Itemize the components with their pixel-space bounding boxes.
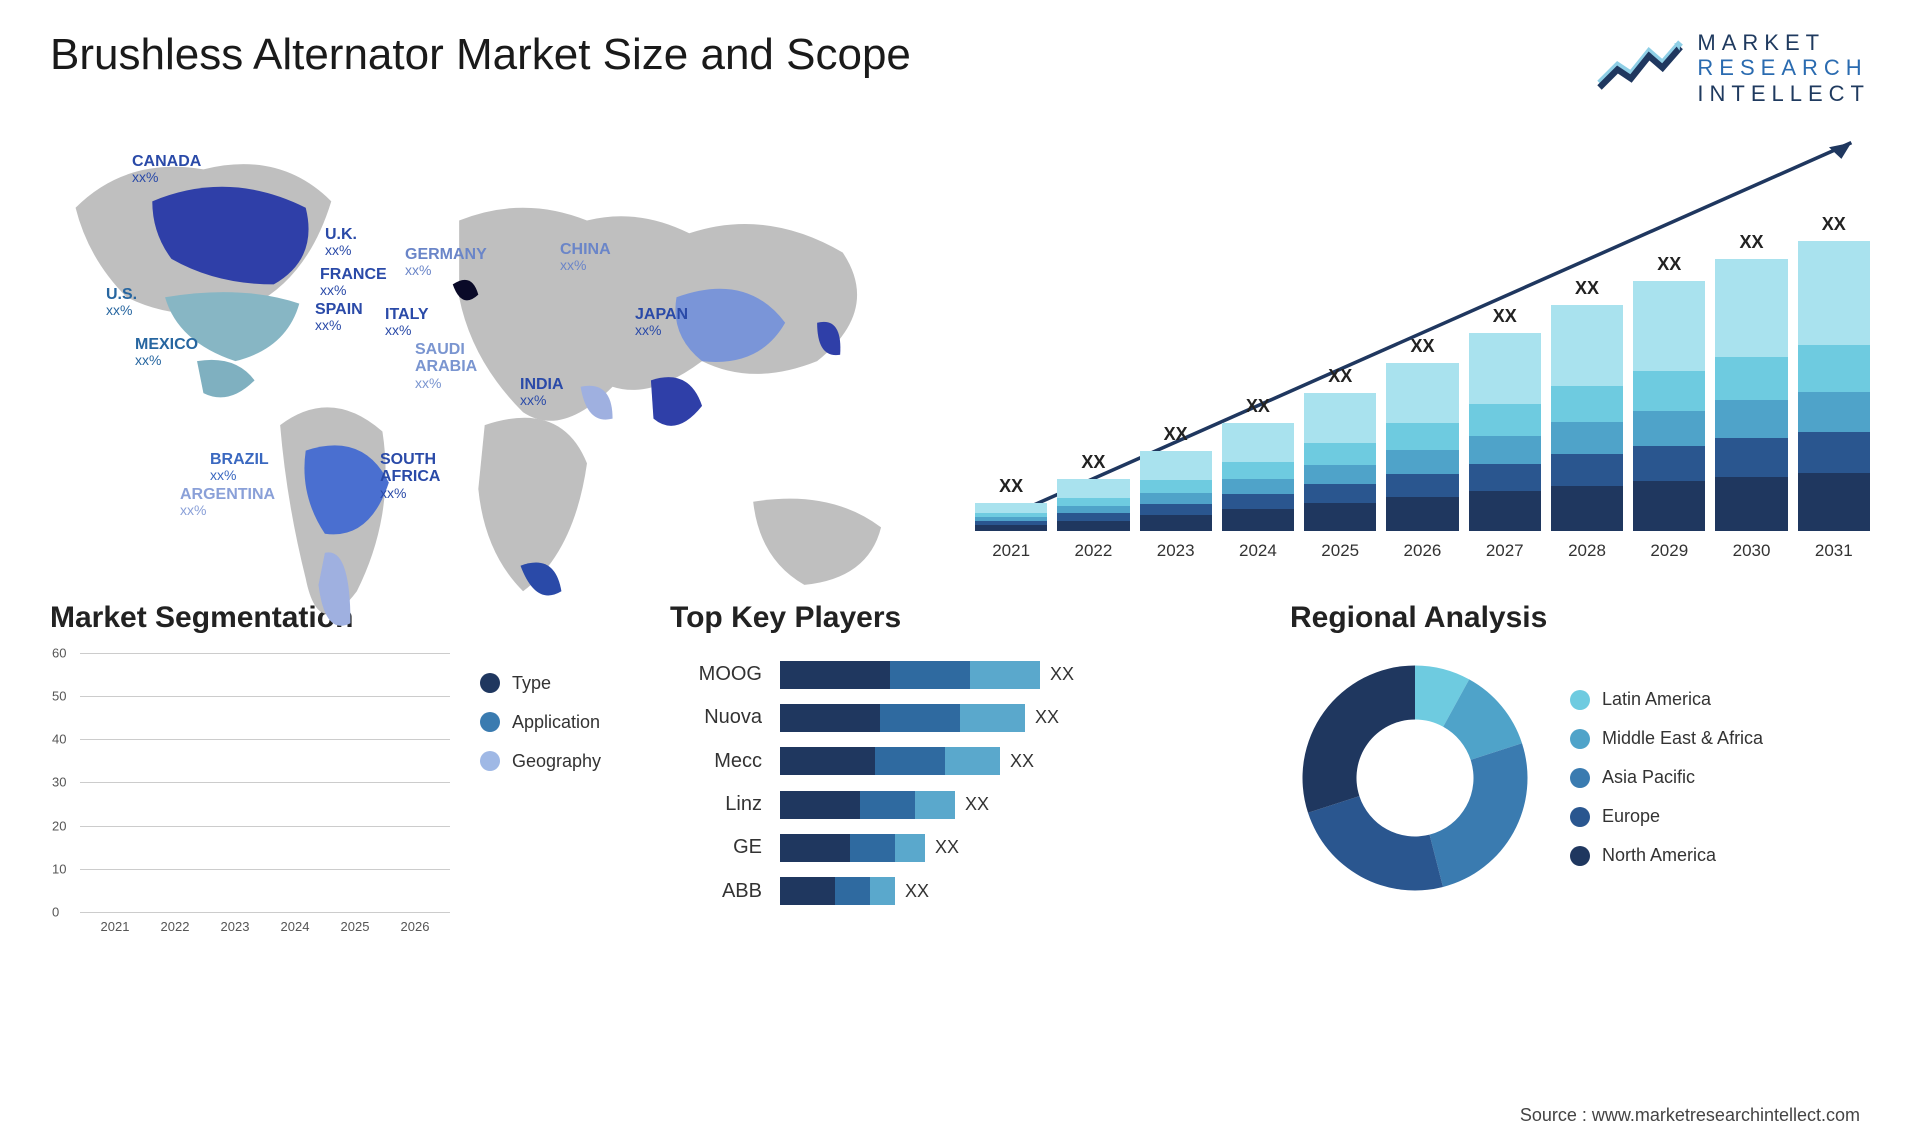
player-label: Mecc xyxy=(670,750,762,773)
growth-bar: XX xyxy=(1057,479,1129,531)
player-label: ABB xyxy=(670,880,762,903)
source-attribution: Source : www.marketresearchintellect.com xyxy=(1520,1105,1860,1126)
donut-slice xyxy=(1308,796,1443,890)
map-country-label: FRANCExx% xyxy=(320,266,387,299)
growth-bar: XX xyxy=(1715,259,1787,531)
map-country-label: CHINAxx% xyxy=(560,241,611,274)
map-country-label: JAPANxx% xyxy=(635,306,688,339)
regional-title: Regional Analysis xyxy=(1290,601,1870,635)
player-bar-row: XX xyxy=(780,791,1250,819)
map-country-label: U.S.xx% xyxy=(106,286,137,319)
growth-bar: XX xyxy=(1633,281,1705,531)
logo-text: MARKET RESEARCH INTELLECT xyxy=(1697,30,1870,106)
player-bar-row: XX xyxy=(780,747,1250,775)
player-label: Nuova xyxy=(670,706,762,729)
growth-bar: XX xyxy=(1222,423,1294,531)
legend-item: North America xyxy=(1570,845,1763,866)
map-country-label: ITALYxx% xyxy=(385,306,429,339)
segmentation-chart: 202120222023202420252026 0102030405060 xyxy=(80,653,450,913)
map-country-label: INDIAxx% xyxy=(520,376,564,409)
growth-bar: XX xyxy=(1386,363,1458,531)
donut-slice xyxy=(1430,743,1528,887)
legend-item: Latin America xyxy=(1570,689,1763,710)
growth-bar-chart: XXXXXXXXXXXXXXXXXXXXXX 20212022202320242… xyxy=(975,131,1870,561)
segmentation-legend: Type Application Geography xyxy=(450,653,630,913)
regional-donut-chart xyxy=(1290,653,1540,903)
growth-bar: XX xyxy=(1798,241,1870,531)
growth-bar: XX xyxy=(1551,305,1623,531)
map-country-label: SPAINxx% xyxy=(315,301,363,334)
legend-item: Middle East & Africa xyxy=(1570,728,1763,749)
map-country-label: ARGENTINAxx% xyxy=(180,486,275,519)
legend-item: Europe xyxy=(1570,806,1763,827)
regional-legend: Latin America Middle East & Africa Asia Pa… xyxy=(1570,689,1763,866)
map-country-label: U.K.xx% xyxy=(325,226,357,259)
brand-logo: MARKET RESEARCH INTELLECT xyxy=(1595,30,1870,106)
growth-bar: XX xyxy=(1140,451,1212,531)
map-country-label: GERMANYxx% xyxy=(405,246,487,279)
world-map-panel: CANADAxx% U.S.xx% MEXICOxx% BRAZILxx%ARGENT… xyxy=(50,131,945,561)
player-label: Linz xyxy=(670,793,762,816)
player-bar-row: XX xyxy=(780,834,1250,862)
map-country-label: MEXICOxx% xyxy=(135,336,198,369)
growth-bar: XX xyxy=(975,503,1047,531)
player-label: GE xyxy=(670,836,762,859)
page-title: Brushless Alternator Market Size and Sco… xyxy=(50,30,911,80)
player-bar-row: XX xyxy=(780,877,1250,905)
world-map-icon xyxy=(50,131,945,681)
legend-item: Type xyxy=(480,673,630,694)
growth-bar: XX xyxy=(1469,333,1541,531)
player-bar-row: XX xyxy=(780,704,1250,732)
map-country-label: SAUDIARABIAxx% xyxy=(415,341,477,392)
donut-slice xyxy=(1303,665,1416,812)
regional-panel: Regional Analysis Latin America Middle Ea… xyxy=(1290,601,1870,913)
players-chart: MOOGNuovaMeccLinzGEABB XXXXXXXXXXXX xyxy=(670,653,1250,913)
growth-bar: XX xyxy=(1304,393,1376,531)
legend-item: Asia Pacific xyxy=(1570,767,1763,788)
legend-item: Application xyxy=(480,712,630,733)
map-country-label: SOUTHAFRICAxx% xyxy=(380,451,440,502)
logo-mark-icon xyxy=(1595,35,1685,100)
legend-item: Geography xyxy=(480,751,630,772)
map-country-label: BRAZILxx% xyxy=(210,451,269,484)
map-country-label: CANADAxx% xyxy=(132,153,201,186)
